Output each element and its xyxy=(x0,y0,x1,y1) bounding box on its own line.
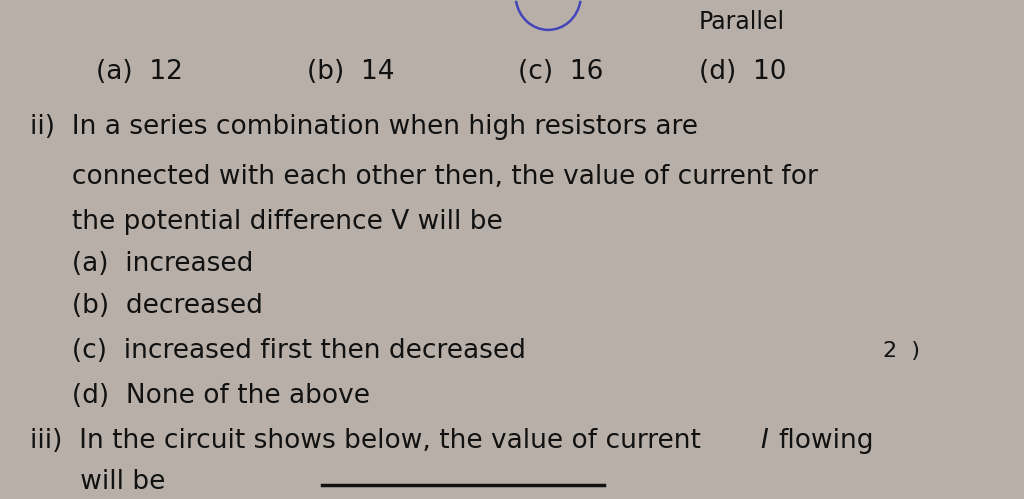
Text: (c)  increased first then decreased: (c) increased first then decreased xyxy=(30,338,526,364)
Text: will be: will be xyxy=(30,470,166,496)
Text: connected with each other then, the value of current for: connected with each other then, the valu… xyxy=(30,164,818,190)
Text: (d)  None of the above: (d) None of the above xyxy=(30,383,371,409)
Text: (d)  10: (d) 10 xyxy=(699,59,786,85)
Text: (c)  16: (c) 16 xyxy=(518,59,603,85)
Text: (a)  increased: (a) increased xyxy=(30,251,254,277)
Text: the potential difference V will be: the potential difference V will be xyxy=(30,209,503,235)
Text: flowing: flowing xyxy=(778,428,874,454)
Text: I: I xyxy=(761,428,768,454)
Text: (b)  14: (b) 14 xyxy=(307,59,394,85)
Text: iii)  In the circuit shows below, the value of current: iii) In the circuit shows below, the val… xyxy=(30,428,710,454)
Text: (b)  decreased: (b) decreased xyxy=(30,293,263,319)
Text: (a)  12: (a) 12 xyxy=(95,59,182,85)
Text: 2  ): 2 ) xyxy=(883,341,921,361)
Text: ii)  In a series combination when high resistors are: ii) In a series combination when high re… xyxy=(30,114,698,140)
Text: Parallel: Parallel xyxy=(699,10,785,34)
